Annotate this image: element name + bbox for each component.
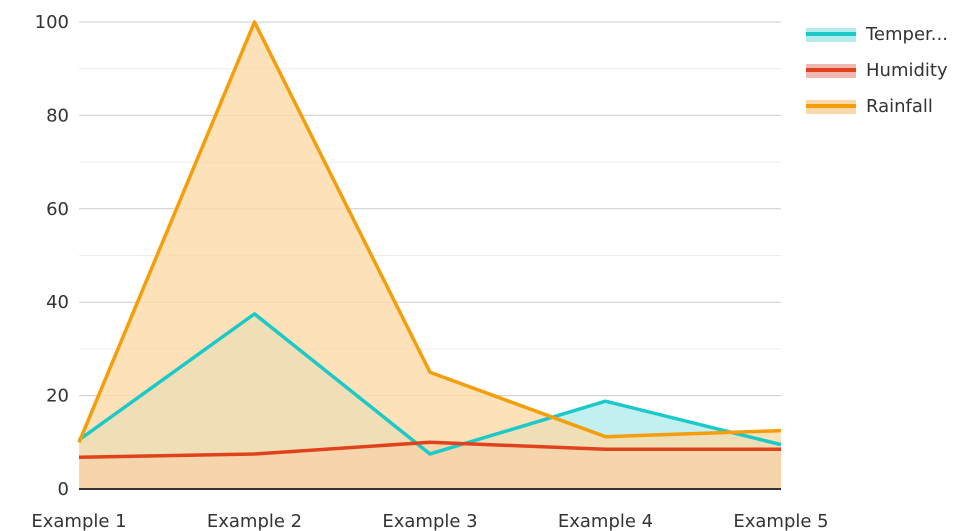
legend-label: Rainfall (866, 96, 933, 117)
area-fill-series-2 (79, 22, 781, 489)
series-lines (77, 20, 782, 459)
y-tick-label: 80 (46, 105, 69, 126)
legend-item[interactable]: Rainfall (806, 96, 933, 117)
line-series-0[interactable] (77, 312, 782, 456)
x-tick-label: Example 3 (382, 511, 477, 531)
x-tick-label: Example 1 (31, 511, 126, 531)
x-tick-label: Example 4 (558, 511, 653, 531)
y-tick-label: 100 (35, 12, 69, 33)
legend-label: Humidity (866, 60, 948, 81)
x-tick-label: Example 2 (207, 511, 302, 531)
legend[interactable]: Temper... Humidity Rainfall (806, 24, 948, 117)
line-series-1[interactable] (78, 440, 781, 459)
y-tick-label: 20 (46, 386, 69, 407)
legend-item[interactable]: Temper... (806, 24, 948, 45)
y-tick-label: 60 (46, 199, 69, 220)
x-tick-label: Example 5 (733, 511, 828, 531)
y-tick-label: 0 (58, 479, 69, 500)
line-series-2[interactable] (77, 20, 782, 443)
legend-item[interactable]: Humidity (806, 60, 948, 81)
axes: 0 20 40 60 80 100 Example 1 Example 2 Example 3 E… (31, 12, 828, 531)
legend-label: Temper... (865, 24, 948, 45)
y-tick-label: 40 (46, 292, 69, 313)
area-fills (79, 22, 781, 489)
